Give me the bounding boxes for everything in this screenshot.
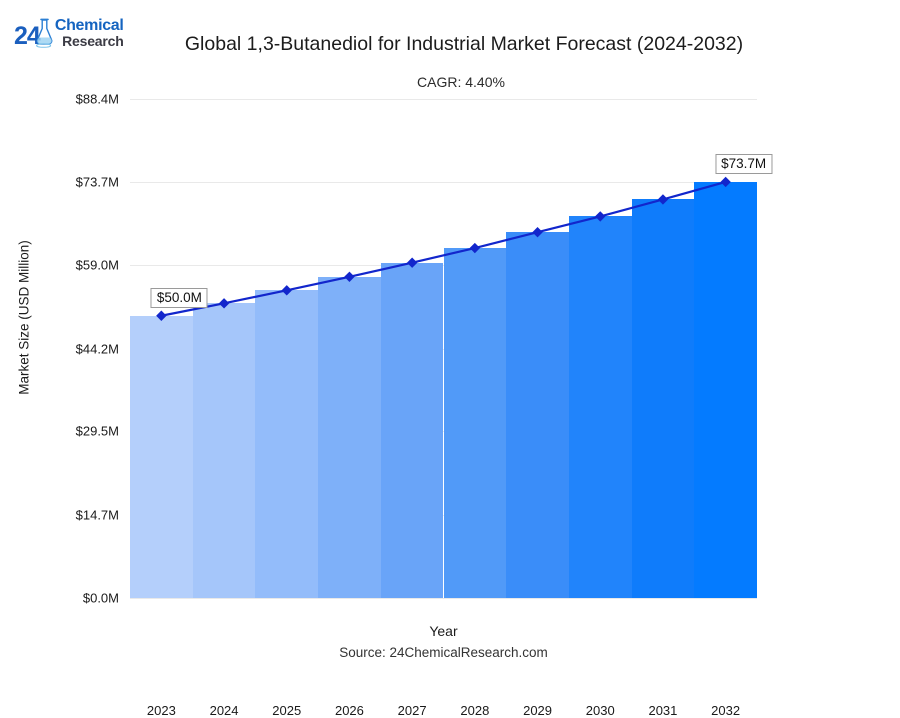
x-axis-label: Year <box>429 623 458 639</box>
data-label-2032: $73.7M <box>715 153 773 174</box>
y-axis-tick-label: $88.4M <box>75 91 119 107</box>
x-axis-tick-2025: 2025 <box>272 703 302 718</box>
x-axis-tick-2024: 2024 <box>209 703 239 718</box>
chart-title: Global 1,3-Butanediol for Industrial Mar… <box>184 33 744 55</box>
y-axis-tick-label: $0.0M <box>82 590 119 606</box>
data-label-2023: $50.0M <box>150 287 208 308</box>
x-axis-tick-2031: 2031 <box>648 703 678 718</box>
chart-plot-area: $50.0M $73.7M 2023 2024 2025 2026 2027 2028 202… <box>130 99 773 718</box>
logo-word-research: Research <box>62 33 124 50</box>
bar-2028 <box>443 248 507 598</box>
logo-wordmark: Chemical Research <box>54 16 124 50</box>
source-note: Source: 24ChemicalResearch.com <box>339 645 548 660</box>
bar-2024 <box>192 303 256 598</box>
x-axis-tick-2027: 2027 <box>397 703 427 718</box>
x-axis-tick-2028: 2028 <box>460 703 490 718</box>
gridline <box>130 181 757 183</box>
y-axis-tick-label: $29.5M <box>75 423 119 439</box>
data-point-2032 <box>720 176 731 188</box>
data-point-2030 <box>595 211 606 222</box>
data-point-2026 <box>344 271 355 283</box>
x-axis-tick-2030: 2030 <box>585 703 615 718</box>
x-axis-tick-2026: 2026 <box>334 703 364 718</box>
bar-2032 <box>694 181 757 598</box>
bar-2027 <box>380 262 444 598</box>
logo-number: 24 <box>14 21 41 50</box>
y-axis-label: Market Size (USD Million) <box>16 240 32 395</box>
data-point-2028 <box>469 242 481 254</box>
data-point-2031 <box>657 194 669 205</box>
gridline <box>130 99 757 100</box>
bar-2029 <box>506 232 569 598</box>
x-axis-tick-2023: 2023 <box>146 703 176 718</box>
trend-line <box>161 180 726 317</box>
bar-2031 <box>631 199 695 598</box>
flask-icon <box>35 18 53 48</box>
data-point-2024 <box>218 298 230 309</box>
logo-word-chemical: Chemical <box>54 16 124 34</box>
data-point-2027 <box>406 257 418 268</box>
x-axis-tick-2029: 2029 <box>523 703 553 718</box>
data-point-2025 <box>281 285 292 296</box>
data-point-2023 <box>156 310 167 321</box>
y-axis-tick-label: $59.0M <box>75 257 119 273</box>
line-series <box>156 176 731 321</box>
y-axis-tick-label: $44.2M <box>75 341 119 356</box>
y-axis-tick-label: $14.7M <box>75 507 119 523</box>
y-axis-tick-label: $73.7M <box>75 174 119 190</box>
bar-2026 <box>318 276 381 598</box>
bar-2023 <box>130 315 193 598</box>
data-point-markers <box>156 176 731 321</box>
bar-2030 <box>568 216 632 598</box>
cagr-subtitle: CAGR: 4.40% <box>417 74 505 90</box>
brand-logo: 24 Chemical Research <box>14 12 134 54</box>
x-axis-tick-2032: 2032 <box>711 703 741 718</box>
data-point-2029 <box>532 227 543 238</box>
gridline <box>130 598 757 599</box>
bar-2025 <box>255 290 319 598</box>
